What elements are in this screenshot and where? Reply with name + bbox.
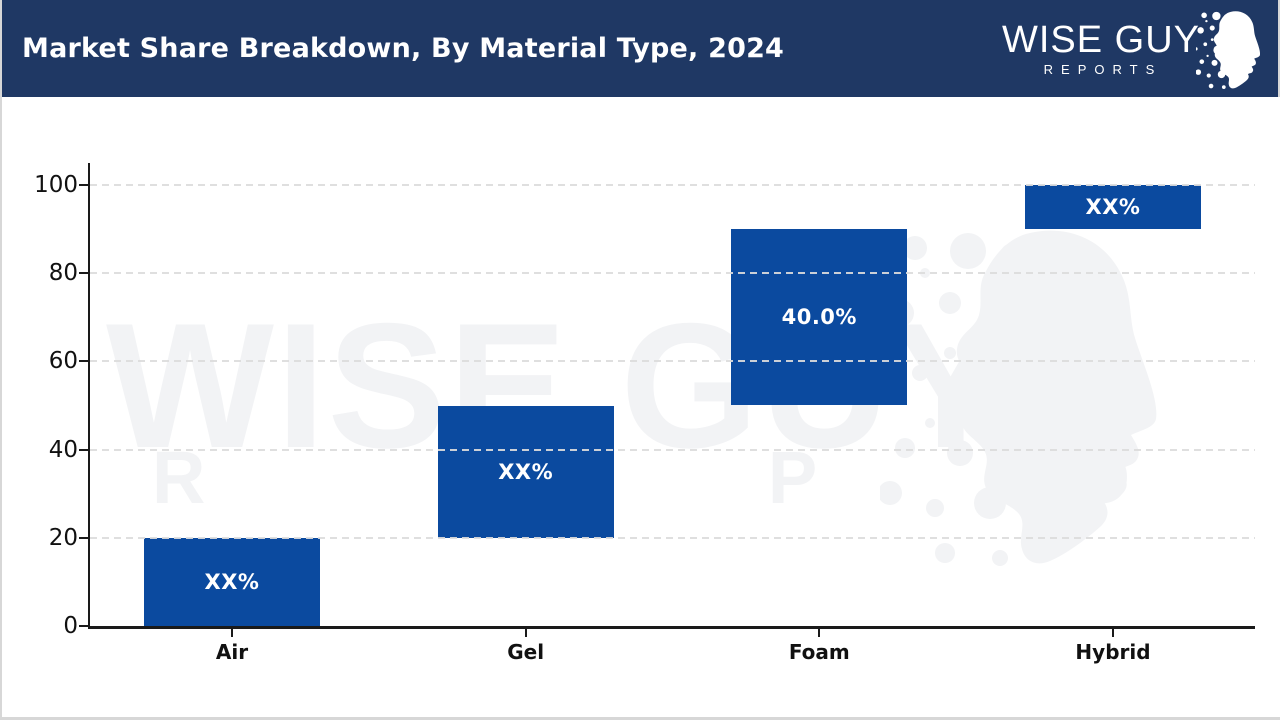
y-tick-label: 0 [63, 613, 78, 639]
y-tick-mark [79, 360, 88, 363]
bar-hybrid: XX% [1025, 185, 1201, 230]
page-title: Market Share Breakdown, By Material Type… [22, 33, 785, 64]
y-tick-label: 60 [48, 348, 78, 375]
y-tick-label: 20 [48, 524, 78, 551]
x-tick-mark [231, 629, 233, 637]
axes-layer: 0 20 40 60 80 100 Air Gel Foam Hybrid [2, 97, 1280, 717]
x-tick-mark [818, 629, 821, 637]
brand-sub-text: REPORTS [1043, 62, 1163, 77]
chart-header: Market Share Breakdown, By Material Type… [2, 0, 1278, 97]
y-tick-label: 80 [48, 260, 78, 287]
y-tick-mark [79, 536, 88, 539]
y-tick-mark [79, 272, 88, 275]
y-tick-mark [79, 625, 88, 627]
x-category-label: Foam [788, 640, 850, 664]
y-tick-label: 100 [34, 172, 78, 198]
x-tick-mark [524, 629, 527, 637]
bar-air: XX% [144, 537, 320, 626]
chart-area: WISE GUY R E P O R T S XX%XX%40.0%XX% 02… [2, 97, 1280, 717]
bar-value-label: XX% [204, 569, 260, 594]
brand-wordmark: WISE GUY REPORTS [1002, 21, 1200, 77]
brand-logo: WISE GUY REPORTS [1002, 6, 1266, 92]
x-category-label: Gel [507, 640, 545, 664]
x-category-label: Air [215, 640, 249, 664]
x-axis-spine [88, 626, 1255, 629]
y-tick-mark [79, 448, 88, 451]
y-axis-spine [88, 162, 90, 628]
bar-value-label: XX% [1085, 195, 1141, 220]
brand-face-icon [1196, 10, 1261, 89]
y-tick-label: 40 [48, 436, 78, 463]
bar-foam: 40.0% [731, 229, 908, 406]
x-category-label: Hybrid [1075, 640, 1151, 664]
y-tick-mark [79, 184, 88, 186]
bars-layer: XX% XX% 40.0% XX% [2, 97, 1280, 717]
bar-value-label: 40.0% [781, 305, 857, 330]
bar-gel: XX% [437, 405, 614, 538]
bar-value-label: XX% [498, 459, 554, 484]
x-tick-mark [1112, 629, 1114, 637]
brand-name-text: WISE GUY [1001, 19, 1200, 61]
